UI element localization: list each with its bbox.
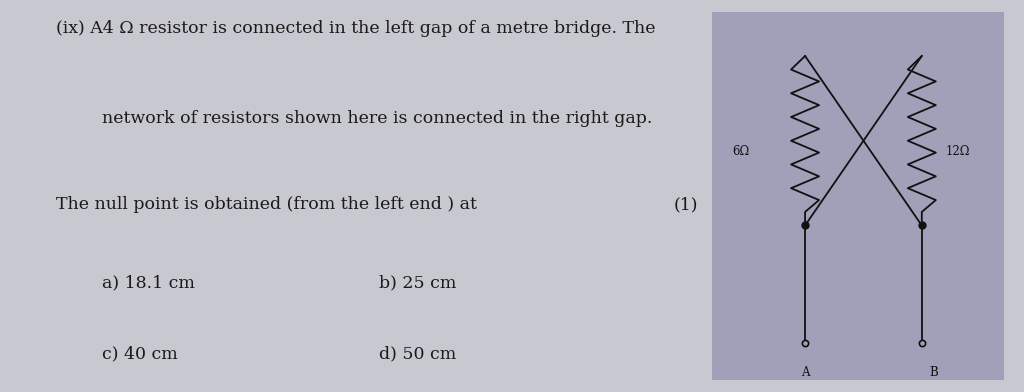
Text: c) 40 cm: c) 40 cm xyxy=(102,345,178,362)
Text: d) 50 cm: d) 50 cm xyxy=(379,345,456,362)
Text: (1): (1) xyxy=(674,196,698,213)
Text: a) 18.1 cm: a) 18.1 cm xyxy=(102,274,196,291)
Text: A: A xyxy=(801,365,809,379)
Text: The null point is obtained (from the left end ) at: The null point is obtained (from the lef… xyxy=(56,196,477,213)
Text: (ix) A4 Ω resistor is connected in the left gap of a metre bridge. The: (ix) A4 Ω resistor is connected in the l… xyxy=(56,20,655,36)
Text: b) 25 cm: b) 25 cm xyxy=(379,274,457,291)
Text: 6Ω: 6Ω xyxy=(732,145,750,158)
Text: network of resistors shown here is connected in the right gap.: network of resistors shown here is conne… xyxy=(102,110,652,127)
Bar xyxy=(712,12,1004,380)
Text: 12Ω: 12Ω xyxy=(945,145,970,158)
Text: B: B xyxy=(929,365,938,379)
